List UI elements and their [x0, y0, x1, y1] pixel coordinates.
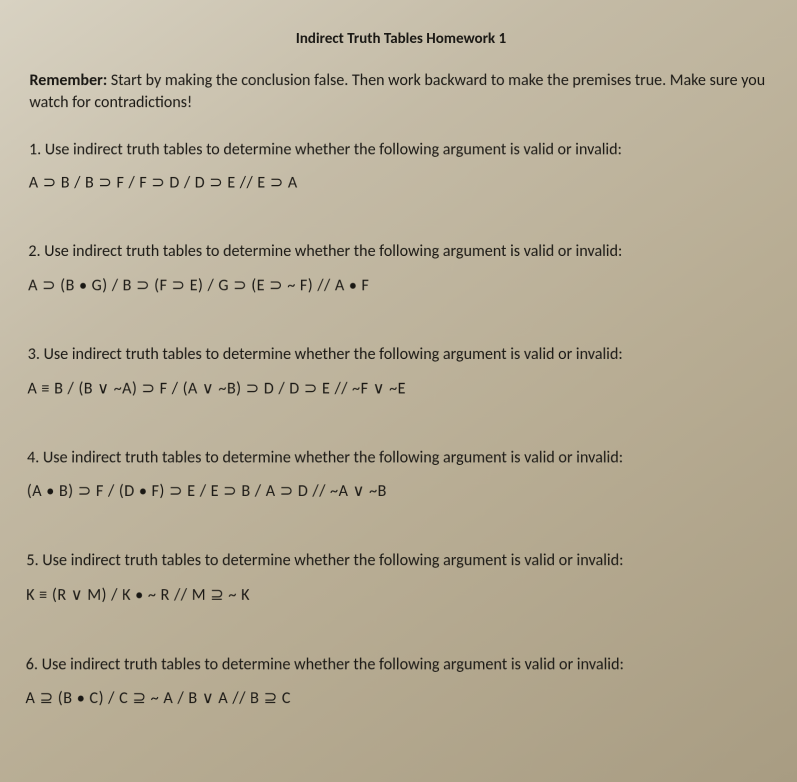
homework-page: Indirect Truth Tables Homework 1 Remembe…	[0, 0, 797, 782]
problem-6: 6. Use indirect truth tables to determin…	[25, 654, 776, 709]
problem-prompt: 1. Use indirect truth tables to determin…	[29, 139, 773, 161]
problem-text-body: Use indirect truth tables to determine w…	[42, 551, 623, 570]
problem-prompt: 4. Use indirect truth tables to determin…	[27, 447, 775, 469]
problem-formula: A ⊃ (B • G) / B ⊃ (F ⊃ E) / G ⊃ (E ⊃ ~ F…	[28, 275, 774, 295]
instructions: Remember: Start by making the conclusion…	[29, 70, 772, 115]
problem-formula: (A • B) ⊃ F / (D • F) ⊃ E / E ⊃ B / A ⊃ …	[27, 481, 775, 501]
problem-3: 3. Use indirect truth tables to determin…	[27, 344, 774, 398]
page-title: Indirect Truth Tables Homework 1	[30, 30, 773, 48]
problem-text-body: Use indirect truth tables to determine w…	[44, 345, 623, 364]
problem-formula: A ⊃ B / B ⊃ F / F ⊃ D / D ⊃ E // E ⊃ A	[29, 173, 773, 193]
problem-number: 2.	[28, 242, 40, 261]
problem-5: 5. Use indirect truth tables to determin…	[26, 550, 776, 605]
problem-text-body: Use indirect truth tables to determine w…	[43, 448, 623, 467]
problem-formula: A ⊇ (B • C) / C ⊇ ~ A / B ∨ A // B ⊇ C	[25, 688, 776, 708]
problem-number: 3.	[28, 345, 40, 364]
problem-text-body: Use indirect truth tables to determine w…	[45, 140, 622, 159]
problem-prompt: 3. Use indirect truth tables to determin…	[28, 344, 775, 366]
problem-number: 5.	[26, 551, 38, 570]
problem-prompt: 2. Use indirect truth tables to determin…	[28, 241, 773, 263]
problem-number: 4.	[27, 448, 39, 467]
instructions-label: Remember:	[29, 71, 107, 90]
problem-4: 4. Use indirect truth tables to determin…	[27, 447, 775, 501]
instructions-text: Start by making the conclusion false. Th…	[29, 71, 765, 112]
problem-prompt: 5. Use indirect truth tables to determin…	[26, 550, 775, 572]
problem-text-body: Use indirect truth tables to determine w…	[42, 655, 624, 674]
problem-2: 2. Use indirect truth tables to determin…	[28, 241, 774, 295]
problem-number: 6.	[26, 655, 38, 674]
problem-1: 1. Use indirect truth tables to determin…	[29, 139, 773, 193]
problem-number: 1.	[29, 140, 41, 159]
problem-text-body: Use indirect truth tables to determine w…	[44, 242, 622, 261]
problem-prompt: 6. Use indirect truth tables to determin…	[26, 654, 777, 676]
problem-formula: K ≡ (R ∨ M) / K • ~ R // M ⊇ ~ K	[26, 584, 776, 604]
problem-formula: A ≡ B / (B ∨ ~A) ⊃ F / (A ∨ ~B) ⊃ D / D …	[27, 378, 774, 398]
